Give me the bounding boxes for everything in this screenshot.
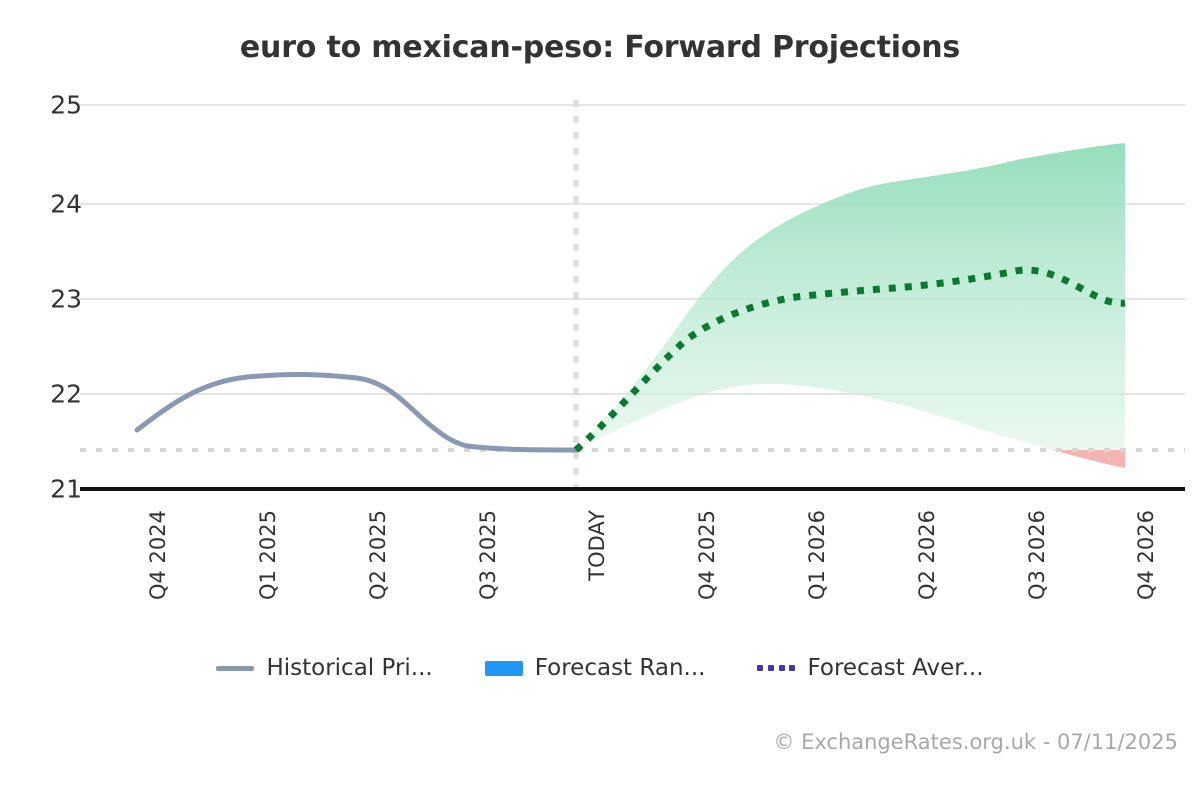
forecast-range-band [576,143,1125,468]
y-tick-label-21: 21 [50,474,82,504]
line-marker-icon [216,665,255,671]
x-tick-label-q1-2026: Q1 2026 [805,510,829,601]
y-tick-label-22: 22 [50,379,82,409]
historical-price-line [134,371,579,453]
chart-title: euro to mexican-peso: Forward Projection… [239,30,961,65]
x-tick-label-q3-2026: Q3 2026 [1025,510,1049,601]
copyright-footer: © ExchangeRates.org.uk - 07/11/2025 [773,730,1178,754]
legend-label-forecast-average: Forecast Aver... [807,655,984,681]
x-tick-label-q2-2026: Q2 2026 [915,510,939,601]
x-tick-label-today: TODAY [585,510,609,581]
y-tick-label-24: 24 [50,189,82,219]
x-tick-label-q4-2025: Q4 2025 [695,510,719,601]
x-tick-label-q4-2024: Q4 2024 [146,510,170,601]
y-tick-label-25: 25 [50,90,82,120]
box-marker-icon [484,660,523,676]
forecast-average-line [573,266,1126,453]
legend-label-forecast-range: Forecast Ran... [534,655,706,681]
legend-item-forecast-range[interactable]: Forecast Ran... [484,655,706,681]
dotted-marker-icon [757,664,796,672]
legend-item-forecast-average[interactable]: Forecast Aver... [757,655,984,681]
chart-legend: Historical Pri... Forecast Ran... Foreca… [0,655,1200,681]
x-tick-label-q2-2025: Q2 2025 [366,510,390,601]
x-tick-label-q4-2026: Q4 2026 [1134,510,1158,601]
legend-item-historical-price[interactable]: Historical Pri... [216,655,433,681]
x-tick-label-q3-2025: Q3 2025 [476,510,500,601]
legend-label-historical-price: Historical Pri... [266,655,433,681]
forecast-downside-region [576,450,1125,468]
x-tick-label-q1-2025: Q1 2025 [256,510,280,601]
y-tick-label-23: 23 [50,284,82,314]
